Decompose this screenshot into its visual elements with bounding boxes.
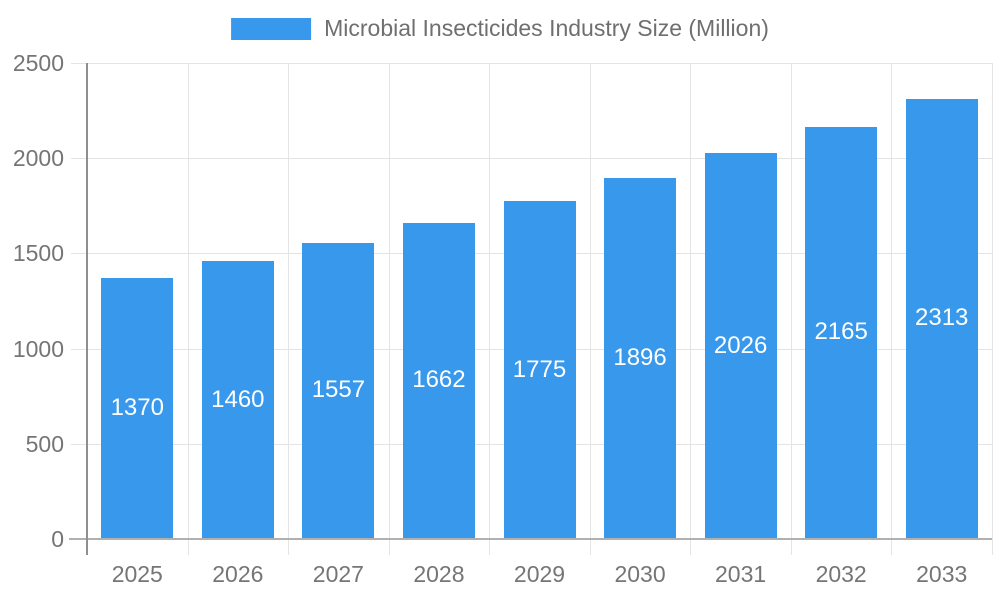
x-axis-tick-label: 2033 xyxy=(916,561,968,587)
y-axis-tick-label: 0 xyxy=(51,526,64,552)
x-gridline xyxy=(187,63,189,555)
bar-2025[interactable] xyxy=(101,278,174,538)
x-gridline xyxy=(589,63,591,555)
x-axis-tick-label: 2027 xyxy=(312,561,364,587)
bar-2028[interactable] xyxy=(402,222,475,538)
legend[interactable]: Microbial Insecticides Industry Size (Mi… xyxy=(231,15,769,42)
x-axis-tick-label: 2025 xyxy=(111,561,163,587)
y-axis-tick-label: 500 xyxy=(25,430,64,457)
x-axis-tick-label: 2030 xyxy=(614,561,666,587)
legend-label: Microbial Insecticides Industry Size (Mi… xyxy=(324,15,769,41)
x-gridline xyxy=(891,63,893,555)
x-gridline xyxy=(288,63,290,555)
y-axis-line xyxy=(86,63,88,555)
bar-2032[interactable] xyxy=(805,126,878,538)
bar-2026[interactable] xyxy=(201,261,274,538)
bar-2031[interactable] xyxy=(704,153,777,538)
x-gridline xyxy=(690,63,692,555)
x-gridline xyxy=(992,63,993,555)
x-axis-line xyxy=(69,538,992,540)
y-axis-tick-label: 1500 xyxy=(12,240,64,267)
y-axis-tick-label: 2000 xyxy=(12,145,64,172)
y-axis-tick-label: 1000 xyxy=(12,335,64,362)
x-gridline xyxy=(489,63,491,555)
bar-2030[interactable] xyxy=(604,178,677,538)
x-axis-tick-label: 2026 xyxy=(212,561,264,587)
bar-2029[interactable] xyxy=(503,201,576,538)
x-axis-tick-label: 2031 xyxy=(715,561,767,587)
bar-2027[interactable] xyxy=(302,242,375,538)
x-gridline xyxy=(790,63,792,555)
x-axis-tick-label: 2029 xyxy=(513,561,566,587)
y-gridline xyxy=(71,63,992,64)
bar-2033[interactable] xyxy=(905,98,978,538)
x-gridline xyxy=(388,63,390,555)
x-axis-tick-label: 2032 xyxy=(815,561,867,587)
legend-swatch xyxy=(231,17,312,40)
x-axis-tick-label: 2028 xyxy=(413,561,465,587)
y-gridline xyxy=(71,158,992,160)
y-axis-tick-label: 2500 xyxy=(12,50,64,76)
